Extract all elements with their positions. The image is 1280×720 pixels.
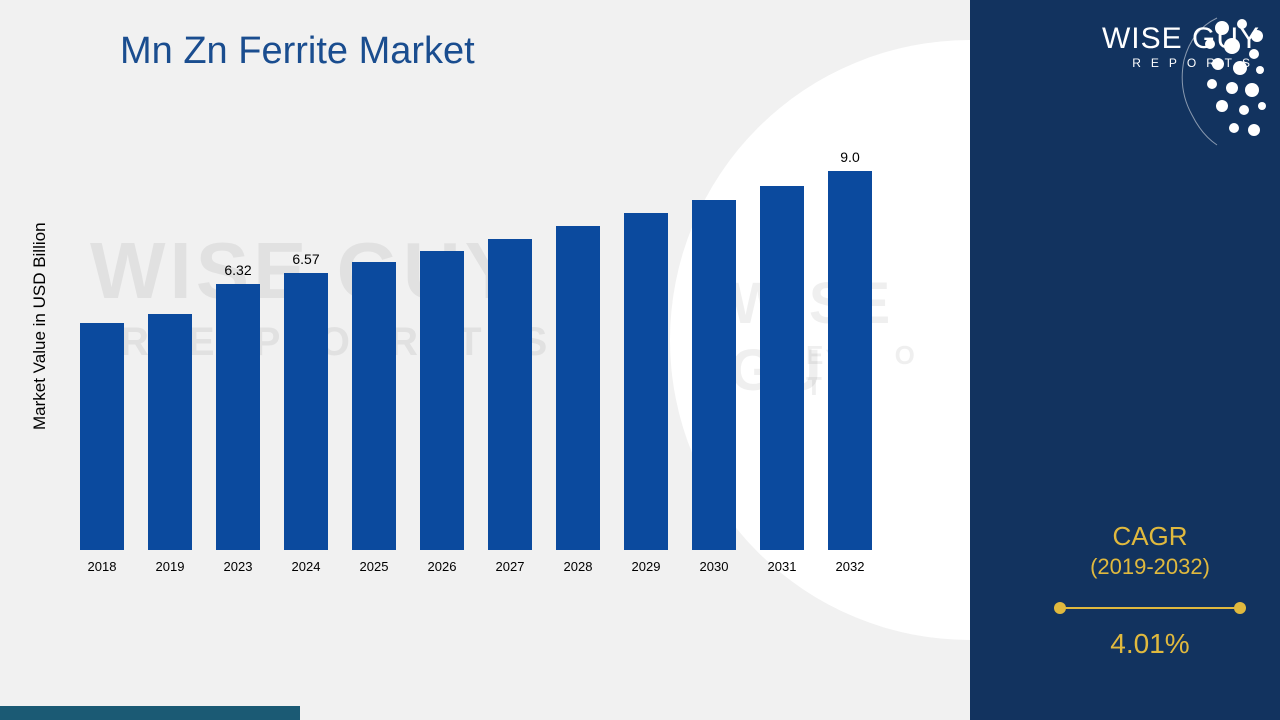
cagr-value: 4.01% [1020, 628, 1280, 660]
x-axis-tick-label: 2029 [616, 559, 676, 574]
x-axis-tick-label: 2025 [344, 559, 404, 574]
cagr-title: CAGR [1020, 521, 1280, 552]
bar [488, 239, 532, 550]
chart-title: Mn Zn Ferrite Market [120, 30, 475, 73]
bar [352, 262, 396, 550]
head-silhouette-icon [1162, 10, 1272, 150]
bar [692, 200, 736, 550]
canvas: Mn Zn Ferrite Market WISE GUY R E P O R … [0, 0, 1280, 720]
cagr-dot-left [1054, 602, 1066, 614]
bottom-accent-bar [0, 706, 300, 720]
x-axis-tick-label: 2032 [820, 559, 880, 574]
x-axis-tick-label: 2028 [548, 559, 608, 574]
main-area: Mn Zn Ferrite Market WISE GUY R E P O R … [0, 0, 970, 720]
x-axis-tick-label: 2023 [208, 559, 268, 574]
x-axis-tick-label: 2019 [140, 559, 200, 574]
x-axis-tick-label: 2026 [412, 559, 472, 574]
bar [420, 251, 464, 550]
bar-chart: 6.326.579.0 2018201920232024202520262027… [80, 150, 900, 580]
bars-container: 6.326.579.0 [80, 150, 900, 550]
cagr-divider [1060, 598, 1240, 618]
right-panel: WISE GUY REPORTS CAGR (2019-2032) 4.01% [970, 0, 1280, 720]
y-axis-label: Market Value in USD Billion [30, 222, 50, 430]
bar [80, 323, 124, 550]
bar [828, 171, 872, 550]
bar [556, 226, 600, 550]
x-axis-tick-label: 2018 [72, 559, 132, 574]
bar [284, 273, 328, 550]
bar [624, 213, 668, 550]
x-axis-tick-label: 2030 [684, 559, 744, 574]
bar [148, 314, 192, 550]
bar-value-label: 9.0 [810, 149, 890, 165]
bar [216, 284, 260, 550]
bar [760, 186, 804, 550]
x-axis-tick-label: 2027 [480, 559, 540, 574]
x-axis-tick-label: 2024 [276, 559, 336, 574]
cagr-dot-right [1234, 602, 1246, 614]
cagr-period: (2019-2032) [1020, 554, 1280, 580]
cagr-line-track [1060, 607, 1240, 609]
bar-value-label: 6.57 [266, 251, 346, 267]
x-axis-tick-label: 2031 [752, 559, 812, 574]
cagr-block: CAGR (2019-2032) 4.01% [1020, 521, 1280, 660]
